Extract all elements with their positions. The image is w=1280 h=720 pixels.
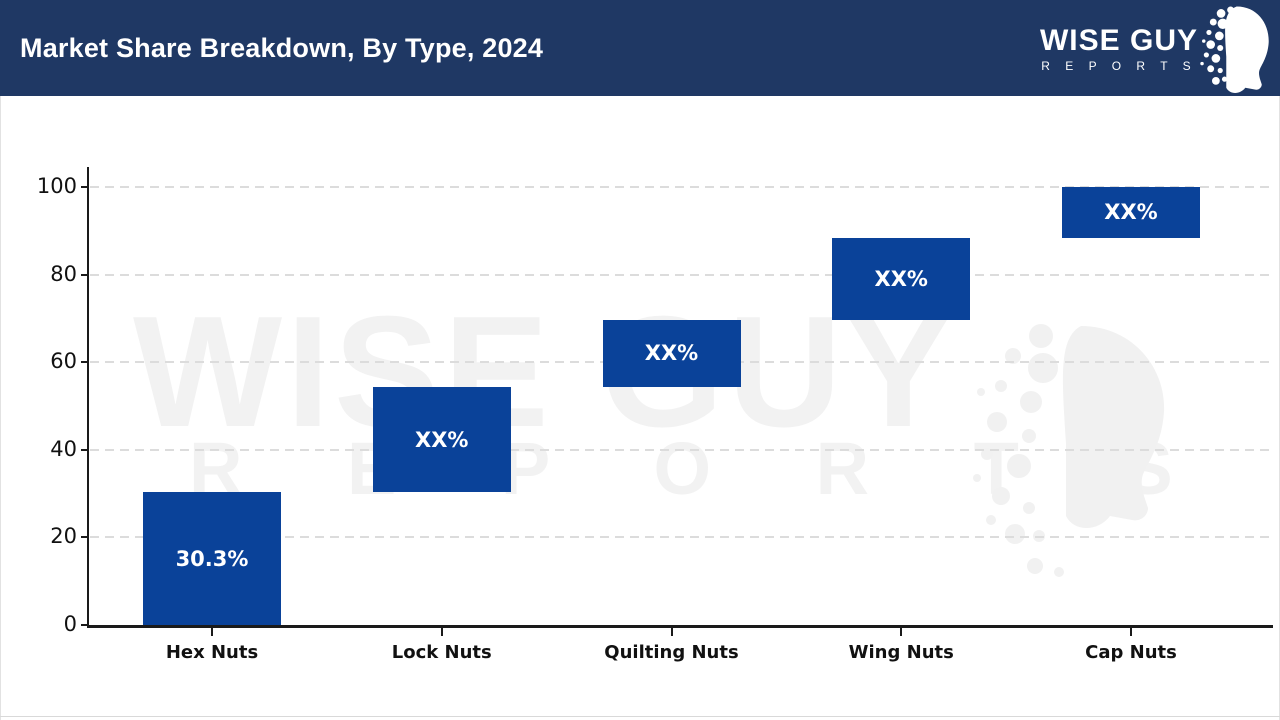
- x-category-label: Wing Nuts: [848, 642, 954, 663]
- y-axis-line: [87, 167, 89, 627]
- gridline: [90, 536, 1273, 539]
- x-axis-tick: [211, 628, 213, 636]
- header: Market Share Breakdown, By Type, 2024 WI…: [0, 0, 1280, 96]
- y-tick-label: 0: [63, 612, 77, 636]
- y-axis-tick: [81, 448, 89, 451]
- y-axis-tick: [81, 273, 89, 276]
- logo-head-icon: [1200, 6, 1269, 93]
- x-axis-tick: [1130, 628, 1132, 636]
- bar-cap-nuts: XX%: [1062, 187, 1200, 238]
- logo-wordmark: WISE GUY: [1039, 23, 1198, 57]
- x-axis-tick: [670, 628, 673, 636]
- bar-value-label: XX%: [644, 341, 699, 366]
- y-tick-label: 80: [50, 261, 77, 286]
- wise-guy-logo: WISE GUY R E P O R T S: [1040, 3, 1272, 93]
- x-axis-tick: [440, 628, 443, 636]
- x-category-label: Cap Nuts: [1085, 642, 1177, 663]
- bottom-border: [0, 716, 1280, 717]
- bar-hex-nuts: 30.3%: [143, 492, 281, 625]
- y-axis-tick: [81, 186, 89, 188]
- bar-value-label: XX%: [415, 427, 469, 452]
- bar-lock-nuts: XX%: [372, 387, 511, 493]
- x-axis-tick: [900, 628, 903, 636]
- chart-area: WISE GUY R E P O R T S 0 20 40 60 80 100 30.3%…: [0, 96, 1280, 720]
- bar-value-label: XX%: [874, 266, 928, 291]
- gridline: [90, 186, 1273, 188]
- page-title: Market Share Breakdown, By Type, 2024: [20, 32, 544, 63]
- logo-subtitle: R E P O R T S: [1041, 58, 1197, 73]
- y-tick-label: 100: [36, 174, 77, 198]
- x-category-label: Quilting Nuts: [604, 642, 739, 663]
- y-axis-tick: [81, 536, 89, 539]
- x-category-label: Lock Nuts: [391, 642, 492, 663]
- logo-text: WISE GUY R E P O R T S: [1040, 24, 1198, 73]
- bar-quilting-nuts: XX%: [602, 319, 741, 388]
- gridline: [90, 273, 1273, 276]
- bar-value-label: 30.3%: [175, 546, 249, 571]
- y-tick-label: 20: [50, 524, 77, 549]
- watermark-head-icon: [973, 324, 1165, 577]
- bar-wing-nuts: XX%: [832, 237, 971, 320]
- x-category-label: Hex Nuts: [165, 642, 259, 663]
- y-axis-tick: [81, 624, 89, 626]
- watermark-line1: WISE GUY: [133, 284, 956, 460]
- y-tick-label: 60: [50, 349, 77, 374]
- bar-value-label: XX%: [1104, 200, 1158, 225]
- x-axis-line: [87, 625, 1273, 628]
- y-tick-label: 40: [50, 436, 77, 461]
- y-axis-tick: [81, 361, 89, 364]
- gridline: [90, 448, 1273, 451]
